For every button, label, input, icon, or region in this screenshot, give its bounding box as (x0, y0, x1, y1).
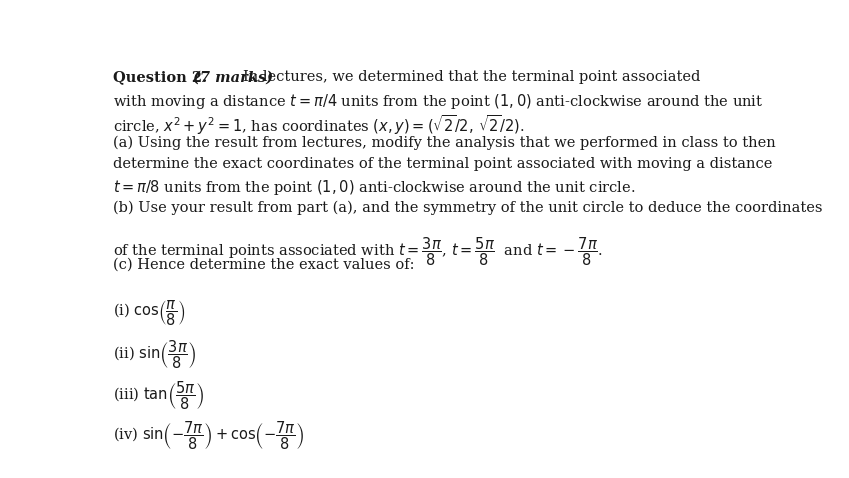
Text: Question 2.: Question 2. (113, 70, 207, 84)
Text: (7 marks): (7 marks) (193, 70, 273, 84)
Text: (iv) $\sin\!\left(-\dfrac{7\pi}{8}\right) + \cos\!\left(-\dfrac{7\pi}{8}\right)$: (iv) $\sin\!\left(-\dfrac{7\pi}{8}\right… (113, 420, 304, 452)
Text: (ii) $\sin\!\left(\dfrac{3\pi}{8}\right)$: (ii) $\sin\!\left(\dfrac{3\pi}{8}\right)… (113, 339, 196, 371)
Text: (iii) $\tan\!\left(\dfrac{5\pi}{8}\right)$: (iii) $\tan\!\left(\dfrac{5\pi}{8}\right… (113, 380, 204, 412)
Text: determine the exact coordinates of the terminal point associated with moving a d: determine the exact coordinates of the t… (113, 157, 772, 171)
Text: of the terminal points associated with $t = \dfrac{3\pi}{8}$, $t = \dfrac{5\pi}{: of the terminal points associated with $… (113, 236, 603, 268)
Text: $t = \pi/8$ units from the point $(1, 0)$ anti-clockwise around the unit circle.: $t = \pi/8$ units from the point $(1, 0)… (113, 178, 635, 197)
Text: (a) Using the result from lectures, modify the analysis that we performed in cla: (a) Using the result from lectures, modi… (113, 135, 775, 150)
Text: In lectures, we determined that the terminal point associated: In lectures, we determined that the term… (243, 70, 700, 84)
Text: with moving a distance $t = \pi/4$ units from the point $(1, 0)$ anti-clockwise : with moving a distance $t = \pi/4$ units… (113, 92, 763, 110)
Text: (c) Hence determine the exact values of:: (c) Hence determine the exact values of: (113, 258, 414, 272)
Text: circle, $x^2 + y^2 = 1$, has coordinates $(x, y) = (\sqrt{2}/2,\,\sqrt{2}/2)$.: circle, $x^2 + y^2 = 1$, has coordinates… (113, 113, 525, 137)
Text: (i) $\cos\!\left(\dfrac{\pi}{8}\right)$: (i) $\cos\!\left(\dfrac{\pi}{8}\right)$ (113, 298, 185, 328)
Text: (b) Use your result from part (a), and the symmetry of the unit circle to deduce: (b) Use your result from part (a), and t… (113, 200, 822, 215)
